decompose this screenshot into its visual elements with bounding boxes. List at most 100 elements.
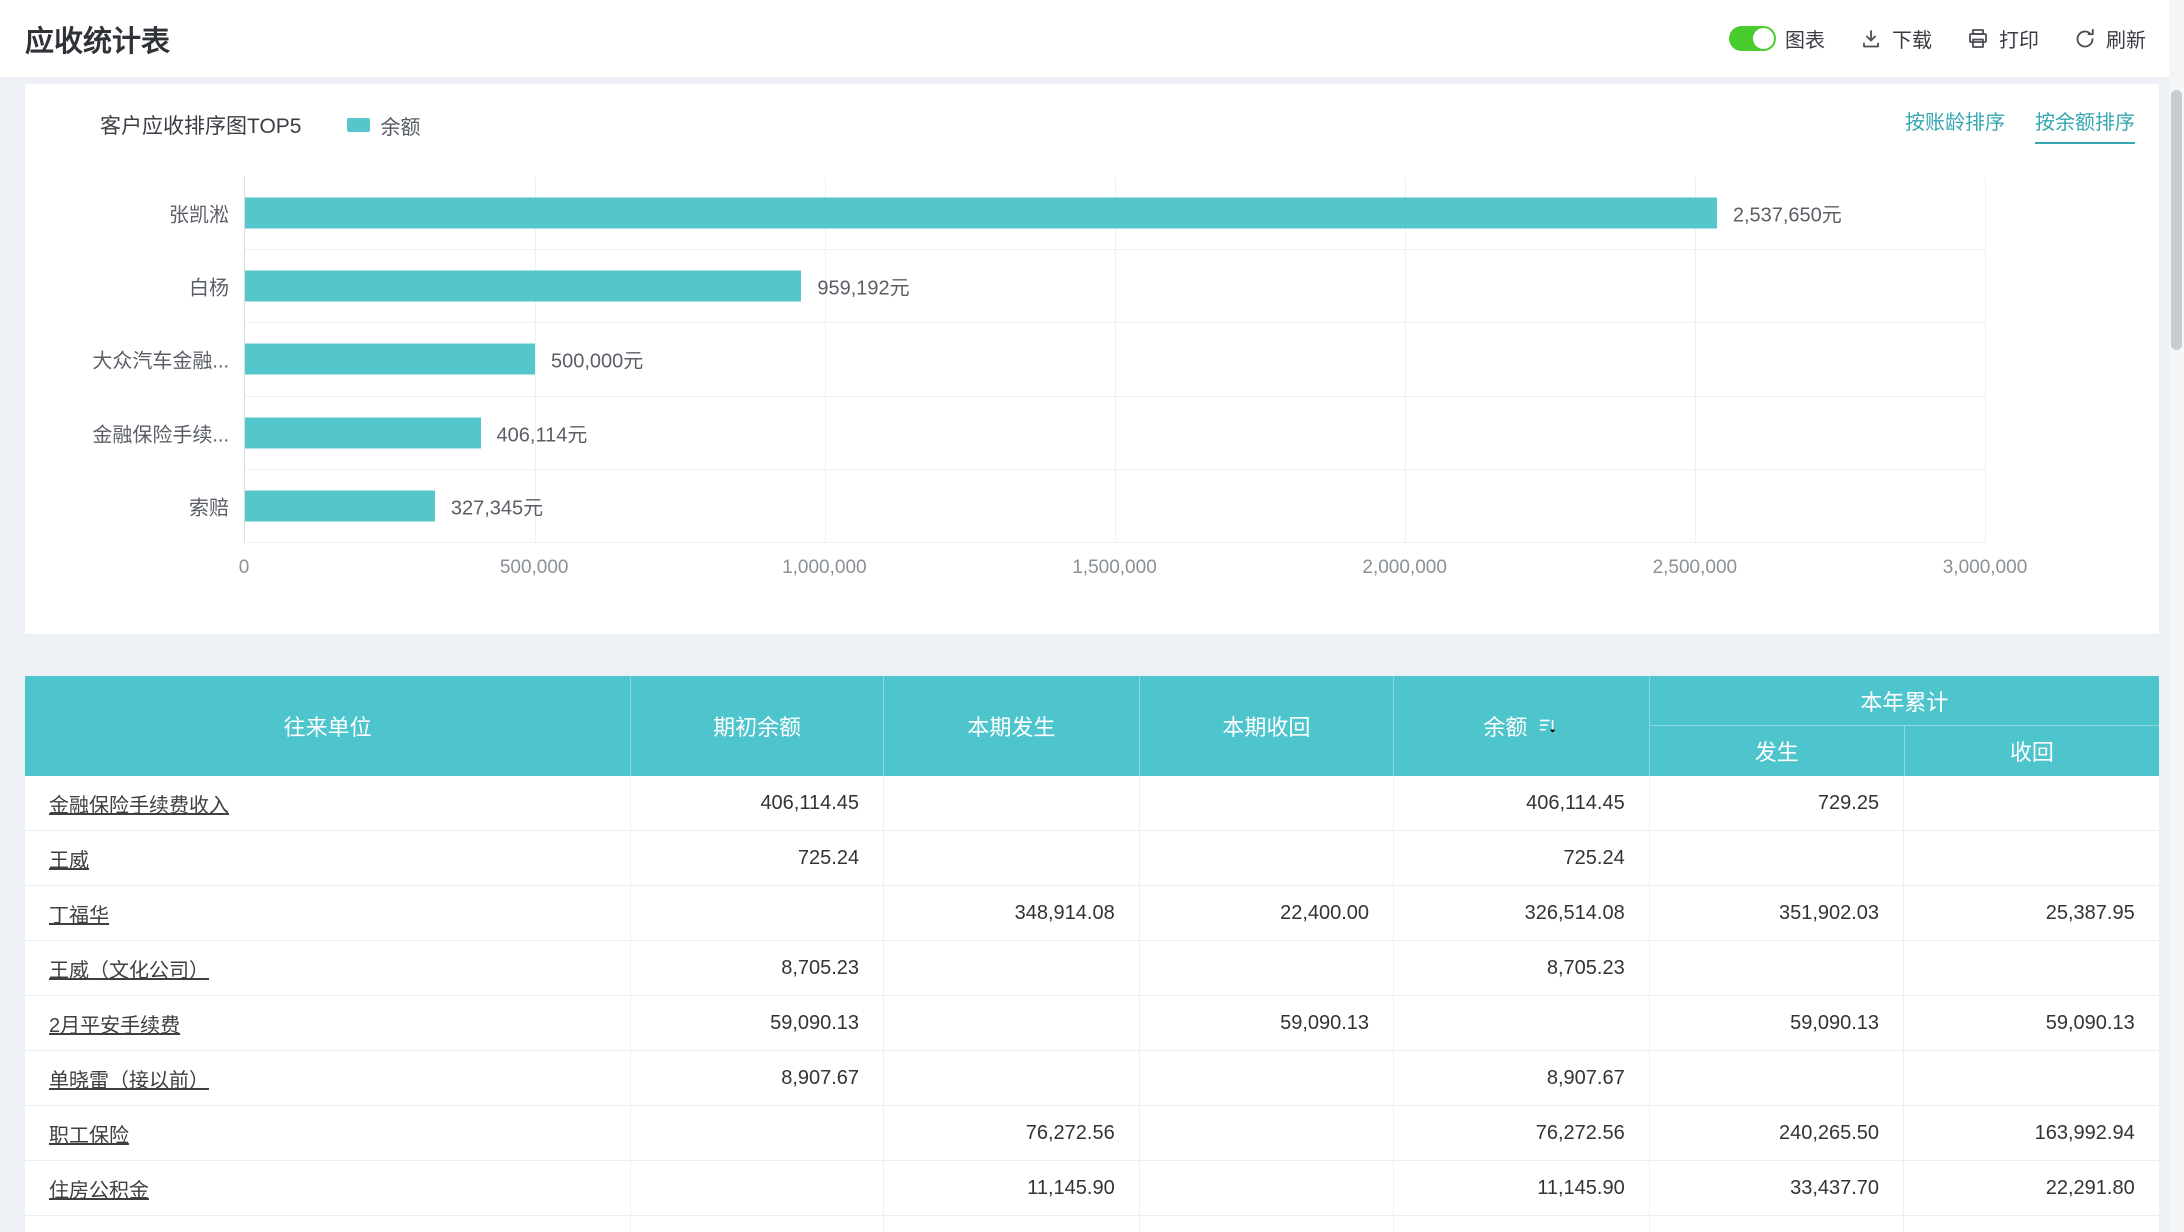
empty-cell [883,1216,1139,1232]
chart-legend: 余额 [347,111,420,140]
x-tick-label: 1,500,000 [1072,557,1157,578]
gridline [1695,177,1696,543]
toggle-knob-icon [1753,28,1774,49]
amount-cell [1138,941,1393,995]
amount-cell [630,1106,883,1160]
legend-label: 余额 [380,116,421,139]
scrollbar-thumb[interactable] [2171,90,2182,350]
amount-cell: 163,992.94 [1903,1106,2159,1160]
balance-bar[interactable] [245,490,435,522]
amount-cell: 22,291.80 [1903,1161,2159,1215]
gridline [1115,177,1116,543]
amount-cell: 11,145.90 [883,1161,1139,1215]
counterparty-cell: 王威 [25,831,630,885]
gridline [1404,177,1406,543]
counterparty-link[interactable]: 住房公积金 [49,1179,149,1202]
refresh-button[interactable]: 刷新 [2073,24,2146,53]
empty-cell [1648,1216,1903,1232]
chart-header: 客户应收排序图TOP5 余额 按账龄排序 按余额排序 [100,106,2135,144]
header-opening-balance: 期初余额 [630,676,883,776]
amount-cell: 59,090.13 [1648,996,1903,1050]
receivables-chart-panel: 客户应收排序图TOP5 余额 按账龄排序 按余额排序 张凯淞 2,537,650元… [25,84,2159,634]
amount-cell: 59,090.13 [1903,996,2159,1050]
amount-cell [883,1051,1139,1105]
balance-bar[interactable] [245,197,1717,229]
amount-cell [630,1161,883,1215]
amount-cell [1138,1161,1393,1215]
table-row: 王威 725.24 725.24 [25,831,2159,886]
counterparty-link[interactable]: 2月平安手续费 [49,1014,181,1037]
header-balance-label: 余额 [1483,715,1528,740]
x-tick-label: 500,000 [499,557,569,578]
empty-cell [25,1216,630,1232]
amount-cell: 406,114.45 [630,776,883,830]
bar-value-label: 2,537,650元 [1732,204,1842,227]
refresh-label: 刷新 [2106,30,2146,52]
amount-cell: 76,272.56 [1393,1106,1649,1160]
header-year-cumulative-group: 本年累计 发生 收回 [1648,676,2159,776]
amount-cell: 11,145.90 [1393,1161,1649,1215]
header-balance[interactable]: 余额 [1393,676,1649,776]
amount-cell [883,941,1139,995]
counterparty-link[interactable]: 王威 [49,849,89,872]
chart-toggle-item[interactable]: 图表 [1729,24,1825,53]
download-icon [1863,29,1879,47]
tab-sort-by-balance[interactable]: 按余额排序 [2035,106,2135,144]
amount-cell [1903,941,2159,995]
counterparty-link[interactable]: 金融保险手续费收入 [49,794,229,817]
toolbar: 图表 下载 打印 刷新 [1729,0,2146,77]
amount-cell [1393,996,1649,1050]
counterparty-link[interactable]: 王威（文化公司） [49,959,209,982]
counterparty-link[interactable]: 单晓雷（接以前） [49,1069,209,1092]
bar-value-label: 406,114元 [496,424,588,447]
amount-cell [1138,1051,1393,1105]
header-counterparty: 往来单位 [283,715,372,740]
counterparty-cell: 王威（文化公司） [25,941,630,995]
header-period-occurred: 本期发生 [883,676,1139,776]
amount-cell: 240,265.50 [1648,1106,1903,1160]
bar-plot: 张凯淞 2,537,650元 白杨 959,192元 大众汽车金融... 500,000元… [92,177,1986,543]
sort-descending-icon[interactable] [1537,715,1559,737]
download-button[interactable]: 下载 [1859,24,1932,53]
header-year-cumulative: 本年累计 [1649,676,2159,726]
amount-cell [1138,776,1393,830]
counterparty-link[interactable]: 职工保险 [49,1124,129,1147]
table-row: 金融保险手续费收入 406,114.45 406,114.45 729.25 [25,776,2159,831]
amount-cell: 33,437.70 [1648,1161,1903,1215]
amount-cell: 59,090.13 [630,996,883,1050]
amount-cell: 25,387.95 [1903,886,2159,940]
balance-bar[interactable] [245,270,802,302]
bar-value-label: 500,000元 [550,350,644,373]
amount-cell: 59,090.13 [1138,996,1393,1050]
amount-cell [1648,1051,1903,1105]
gridline [534,177,536,543]
vertical-scrollbar[interactable] [2169,0,2184,1232]
amount-cell [630,886,883,940]
table-row: 职工保险 76,272.56 76,272.56 240,265.50 163,992.… [25,1106,2159,1161]
table-row: 单晓雷（接以前） 8,907.67 8,907.67 [25,1051,2159,1106]
category-label: 白杨 [189,277,229,300]
tab-sort-by-aging[interactable]: 按账龄排序 [1905,112,2005,134]
x-tick-label: 1,000,000 [782,557,867,578]
chart-toggle-switch[interactable] [1729,26,1776,51]
header-year-occurred: 发生 [1754,740,1799,765]
amount-cell: 348,914.08 [883,886,1139,940]
amount-cell: 22,400.00 [1138,886,1393,940]
category-label: 索赔 [189,497,229,520]
amount-cell: 725.24 [630,831,883,885]
balance-bar[interactable] [245,417,481,449]
bar-band: 索赔 327,345元 [189,470,1985,543]
bar-band: 张凯淞 2,537,650元 [169,177,1985,251]
print-button[interactable]: 打印 [1966,24,2039,53]
amount-cell [1648,831,1903,885]
header-period-recovered: 本期收回 [1138,676,1393,776]
amount-cell: 729.25 [1648,776,1903,830]
amount-cell [1138,1106,1393,1160]
amount-cell: 351,902.03 [1648,886,1903,940]
amount-cell [883,831,1139,885]
bar-band: 大众汽车金融... 500,000元 [92,323,1985,397]
x-tick-label: 3,000,000 [1942,557,2028,578]
counterparty-cell: 住房公积金 [25,1161,630,1215]
balance-bar[interactable] [245,343,535,375]
counterparty-link[interactable]: 丁福华 [49,904,109,927]
